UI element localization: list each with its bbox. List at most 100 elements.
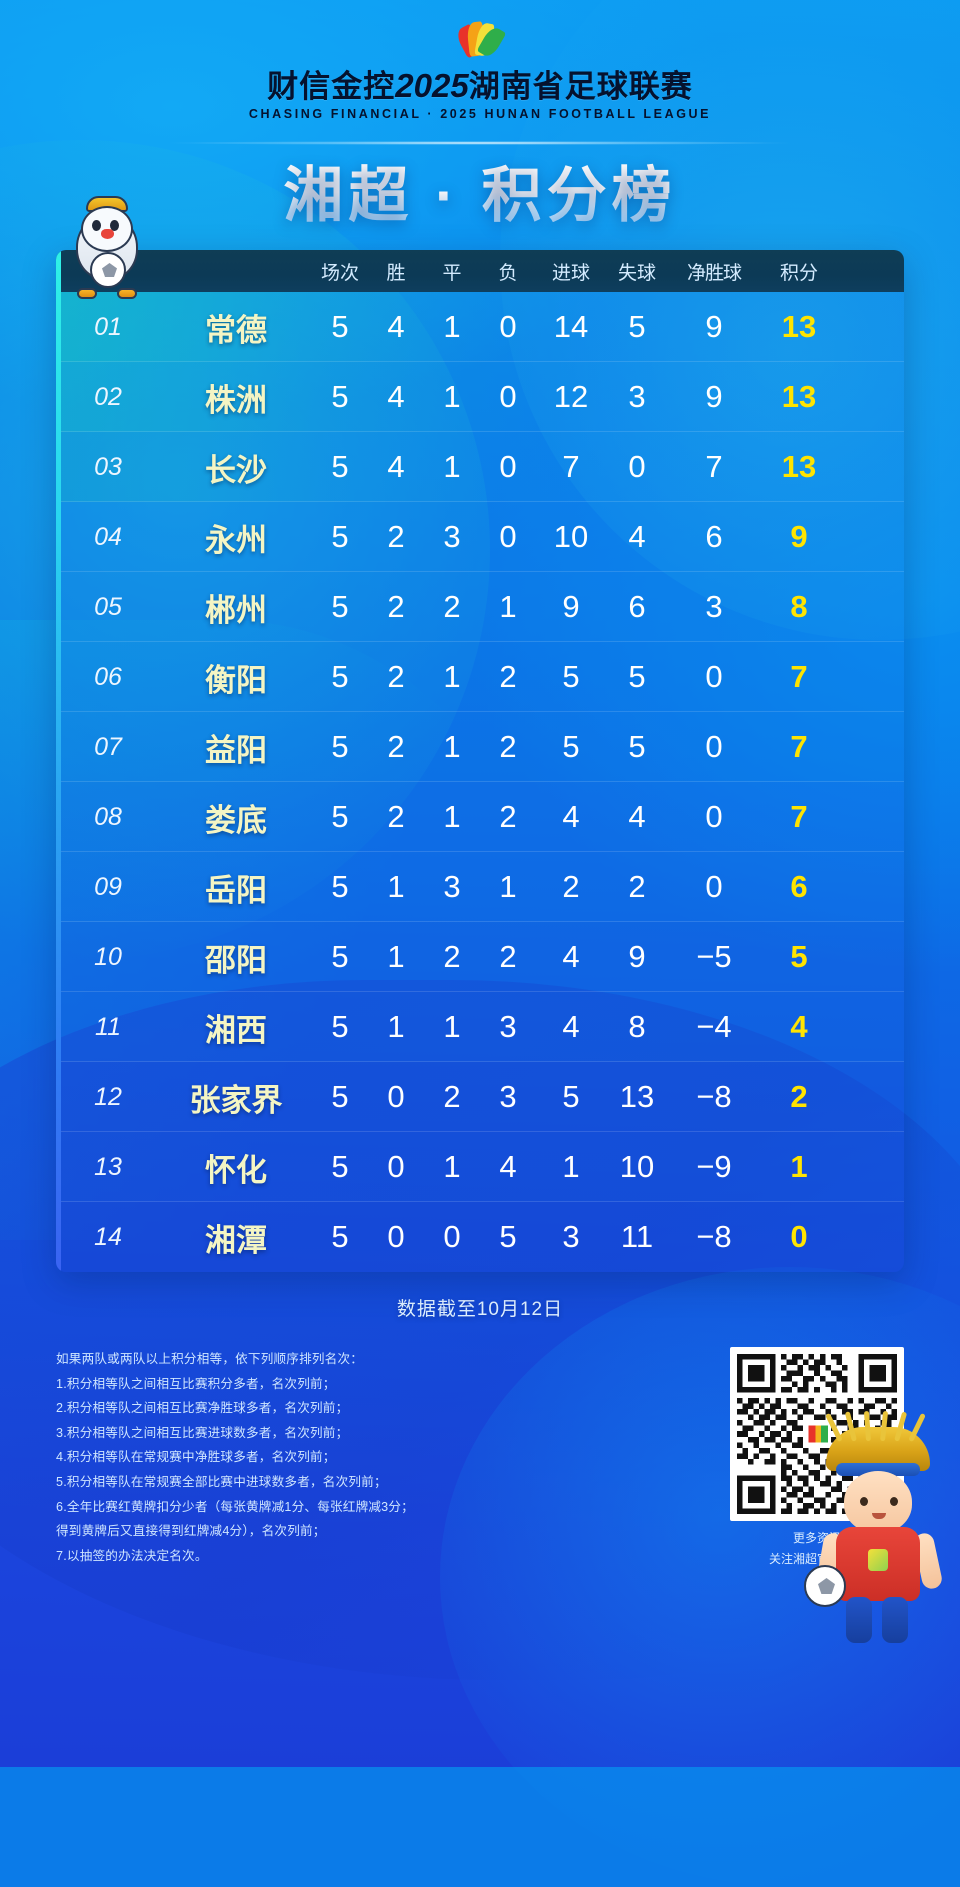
- row-points: 6: [790, 869, 808, 905]
- row-played: 5: [331, 869, 349, 905]
- row-played: 5: [331, 449, 349, 485]
- table-row[interactable]: 10 邵阳 5 1 2 2 4 9 −5 5: [56, 922, 904, 993]
- column-header-loss: 负: [498, 262, 518, 284]
- row-rank: 11: [95, 1012, 121, 1041]
- row-draw: 1: [443, 449, 461, 485]
- row-win: 2: [387, 729, 405, 765]
- rules-item-3: 3.积分相等队之间相互比赛进球数多者，名次列前；: [56, 1425, 349, 1440]
- table-row[interactable]: 05 郴州 5 2 2 1 9 6 3 8: [56, 572, 904, 643]
- row-draw: 1: [443, 799, 461, 835]
- row-loss: 3: [499, 1079, 517, 1115]
- column-header-goal-diff: 净胜球: [686, 262, 742, 284]
- row-win: 0: [387, 1079, 405, 1115]
- row-rank: 09: [94, 872, 122, 901]
- row-played: 5: [331, 1009, 349, 1045]
- row-played: 5: [331, 1079, 349, 1115]
- row-loss: 2: [499, 659, 517, 695]
- row-rank: 05: [94, 592, 122, 621]
- row-rank: 10: [94, 942, 122, 971]
- row-win: 2: [387, 659, 405, 695]
- row-team: 邵阳: [205, 942, 267, 978]
- sponsor-name: 财信金控: [267, 69, 396, 104]
- league-year: 2025: [395, 67, 469, 104]
- league-wordmark-english: CHASING FINANCIAL · 2025 HUNAN FOOTBALL …: [248, 107, 712, 122]
- row-goals-against: 2: [628, 869, 646, 905]
- row-team: 永州: [205, 522, 267, 558]
- row-points: 0: [790, 1219, 808, 1255]
- row-rank: 04: [94, 522, 122, 551]
- row-draw: 0: [443, 1219, 461, 1255]
- row-played: 5: [331, 939, 349, 975]
- table-row[interactable]: 13 怀化 5 0 1 4 1 10 −9 1: [56, 1132, 904, 1203]
- row-team: 郴州: [205, 592, 267, 628]
- row-rank: 01: [94, 312, 122, 341]
- row-goal-diff: 3: [705, 589, 723, 625]
- row-points: 5: [790, 939, 808, 975]
- row-goals-against: 6: [628, 589, 646, 625]
- row-played: 5: [331, 519, 349, 555]
- column-header-draw: 平: [442, 262, 462, 284]
- table-row[interactable]: 02 株洲 5 4 1 0 12 3 9 13: [56, 362, 904, 433]
- table-row[interactable]: 12 张家界 5 0 2 3 5 13 −8 2: [56, 1062, 904, 1133]
- table-row[interactable]: 01 常德 5 4 1 0 14 5 9 13: [56, 292, 904, 363]
- row-rank: 02: [94, 382, 122, 411]
- title-block: 湘超 · 积分榜: [0, 141, 960, 234]
- table-row[interactable]: 08 娄底 5 2 1 2 4 4 0 7: [56, 782, 904, 853]
- row-draw: 1: [443, 1009, 461, 1045]
- row-team: 湘潭: [205, 1222, 267, 1258]
- row-team: 株洲: [205, 382, 267, 418]
- row-goals-for: 1: [562, 1149, 580, 1185]
- row-loss: 2: [499, 799, 517, 835]
- row-team: 张家界: [189, 1082, 283, 1118]
- row-goals-for: 2: [562, 869, 580, 905]
- row-goals-for: 4: [562, 799, 580, 835]
- row-loss: 4: [499, 1149, 517, 1185]
- masthead: 财信金控2025湖南省足球联赛 CHASING FINANCIAL · 2025…: [0, 0, 960, 121]
- rules-item-2: 2.积分相等队之间相互比赛净胜球多者，名次列前；: [56, 1401, 349, 1416]
- page-title: 湘超 · 积分榜: [283, 147, 676, 234]
- row-points: 8: [790, 589, 808, 625]
- row-draw: 3: [443, 869, 461, 905]
- row-goals-for: 3: [562, 1219, 580, 1255]
- row-draw: 2: [443, 589, 461, 625]
- row-draw: 2: [443, 939, 461, 975]
- row-goals-against: 3: [628, 379, 646, 415]
- row-win: 2: [387, 519, 405, 555]
- rules-item-6b: 得到黄牌后又直接得到红牌减4分），名次列前；: [56, 1524, 326, 1539]
- row-points: 13: [781, 309, 817, 345]
- row-team: 长沙: [205, 452, 267, 488]
- table-row[interactable]: 04 永州 5 2 3 0 10 4 6 9: [56, 502, 904, 573]
- rules-item-5: 5.积分相等队在常规赛全部比赛中进球数多者，名次列前；: [56, 1475, 387, 1490]
- row-team: 娄底: [205, 802, 267, 838]
- row-points: 7: [790, 799, 808, 835]
- row-points: 2: [790, 1079, 808, 1115]
- row-win: 1: [387, 939, 405, 975]
- row-goals-for: 14: [553, 309, 589, 345]
- row-goals-for: 4: [562, 939, 580, 975]
- mascot-player-icon: [802, 1410, 952, 1647]
- row-draw: 1: [443, 729, 461, 765]
- row-draw: 1: [443, 1149, 461, 1185]
- table-row[interactable]: 11 湘西 5 1 1 3 4 8 −4 4: [56, 992, 904, 1063]
- table-row[interactable]: 06 衡阳 5 2 1 2 5 5 0 7: [56, 642, 904, 713]
- row-goals-against: 9: [628, 939, 646, 975]
- rules-item-4: 4.积分相等队在常规赛中净胜球多者，名次列前；: [56, 1450, 336, 1465]
- row-played: 5: [331, 1219, 349, 1255]
- row-goals-against: 5: [628, 659, 646, 695]
- row-goals-against: 0: [628, 449, 646, 485]
- row-goals-against: 5: [628, 729, 646, 765]
- mascot-bird-icon: [62, 196, 158, 306]
- row-loss: 0: [499, 449, 517, 485]
- table-row[interactable]: 14 湘潭 5 0 0 5 3 11 −8 0: [56, 1202, 904, 1273]
- table-row[interactable]: 03 长沙 5 4 1 0 7 0 7 13: [56, 432, 904, 503]
- row-team: 衡阳: [205, 662, 267, 698]
- table-row[interactable]: 07 益阳 5 2 1 2 5 5 0 7: [56, 712, 904, 783]
- row-goals-against: 4: [628, 799, 646, 835]
- row-goals-against: 5: [628, 309, 646, 345]
- row-win: 0: [387, 1219, 405, 1255]
- table-row[interactable]: 09 岳阳 5 1 3 1 2 2 0 6: [56, 852, 904, 923]
- row-goals-for: 10: [553, 519, 589, 555]
- row-draw: 1: [443, 659, 461, 695]
- row-goal-diff: −5: [696, 939, 732, 975]
- row-loss: 0: [499, 519, 517, 555]
